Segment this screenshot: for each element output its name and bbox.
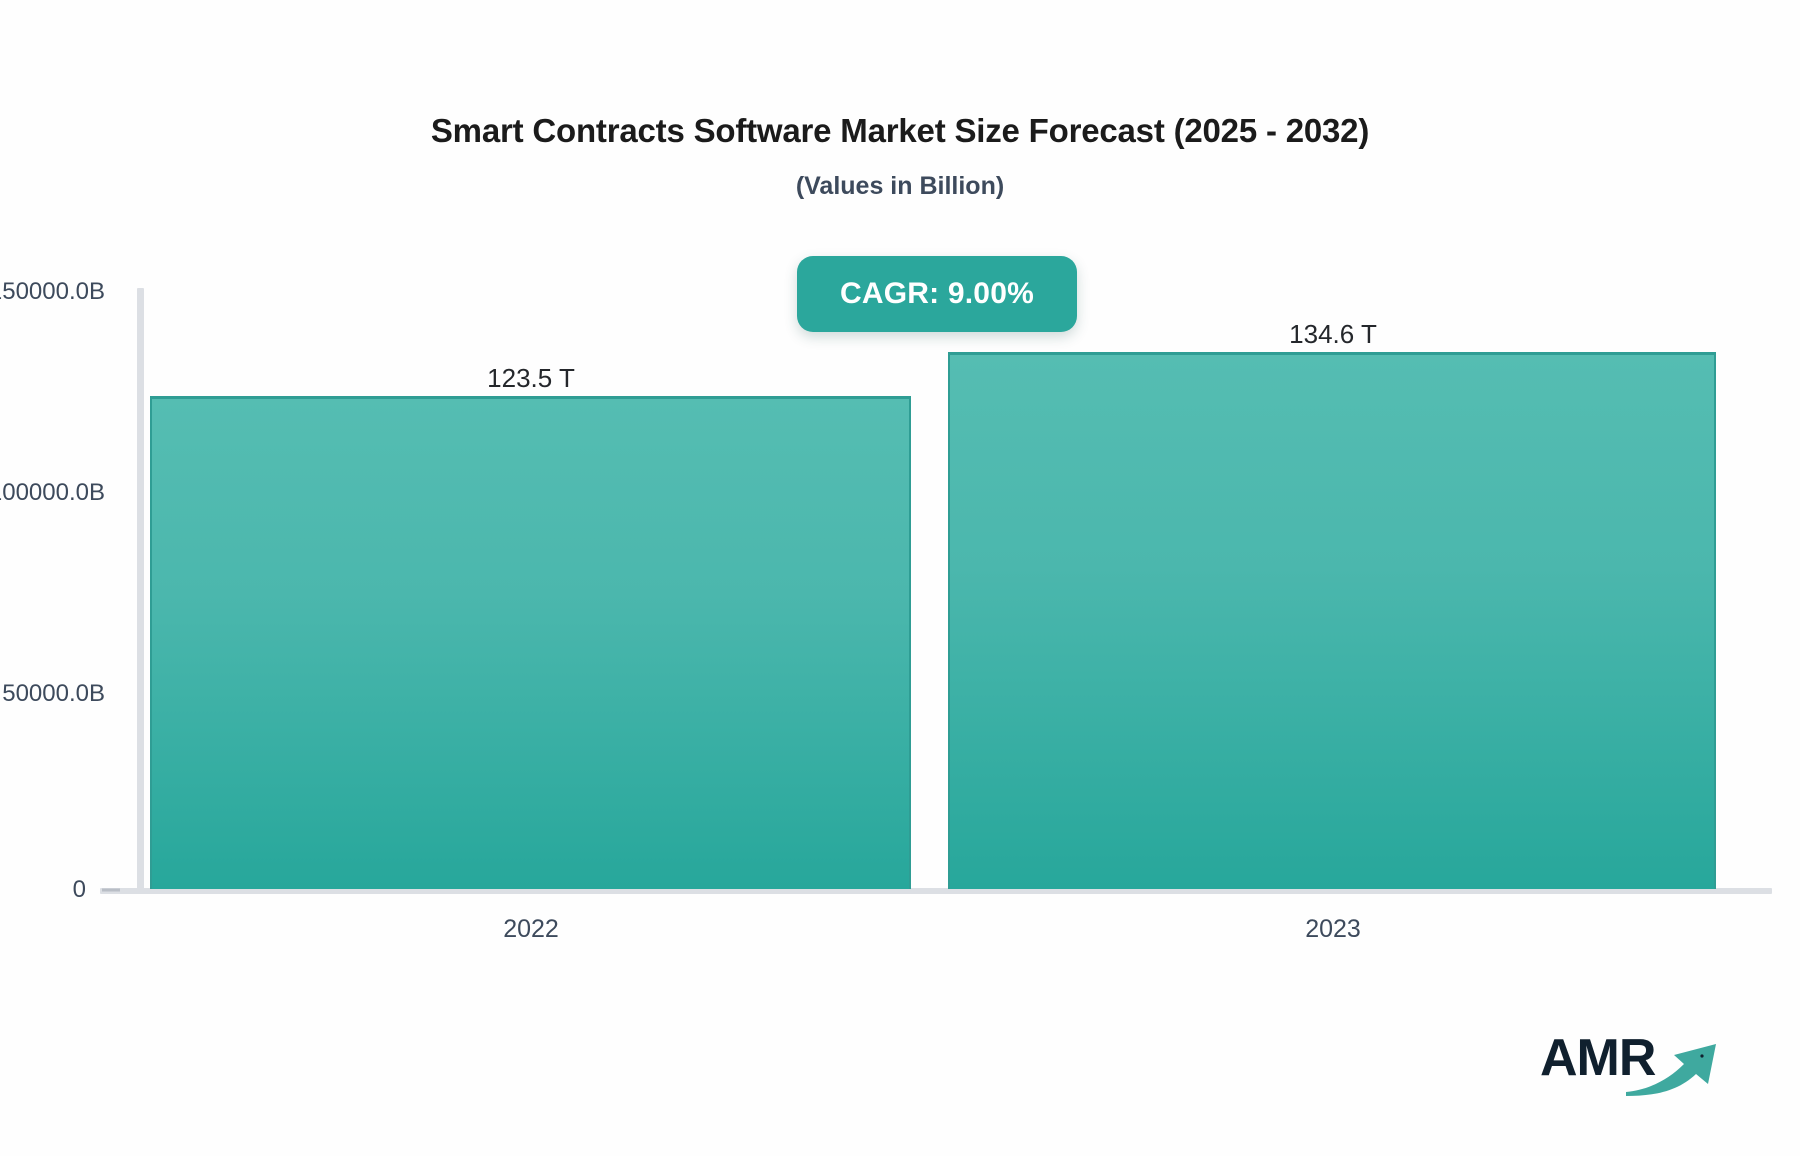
amr-logo-text: AMR	[1540, 1029, 1656, 1087]
chart-subtitle: (Values in Billion)	[795, 172, 1005, 200]
amr-logo: AMR	[1540, 1028, 1730, 1100]
bar-value-label-2022: 123.5 T	[487, 363, 575, 393]
cagr-badge-label: CAGR: 9.00%	[840, 277, 1034, 310]
y-tick-label-150000: 150000.0B	[0, 278, 105, 305]
y-tick-label-50000: 50000.0B	[2, 680, 105, 707]
cagr-badge[interactable]: CAGR: 9.00%	[797, 256, 1077, 332]
y-tick-dash-zero	[102, 888, 120, 892]
x-tick-label-2022: 2022	[503, 915, 559, 943]
x-tick-label-2023: 2023	[1305, 915, 1361, 943]
x-axis-line	[100, 888, 1772, 894]
y-tick-label-zero: 0	[72, 876, 86, 903]
y-tick-label-100000: 100000.0B	[0, 479, 105, 506]
growth-arrow-icon	[1624, 1034, 1734, 1096]
y-axis-line	[137, 288, 144, 891]
bar-value-label-2023: 134.6 T	[1289, 319, 1377, 349]
bar-2023[interactable]	[948, 352, 1716, 889]
page-title: Smart Contracts Software Market Size For…	[430, 112, 1370, 149]
bar-2022[interactable]	[150, 396, 911, 889]
